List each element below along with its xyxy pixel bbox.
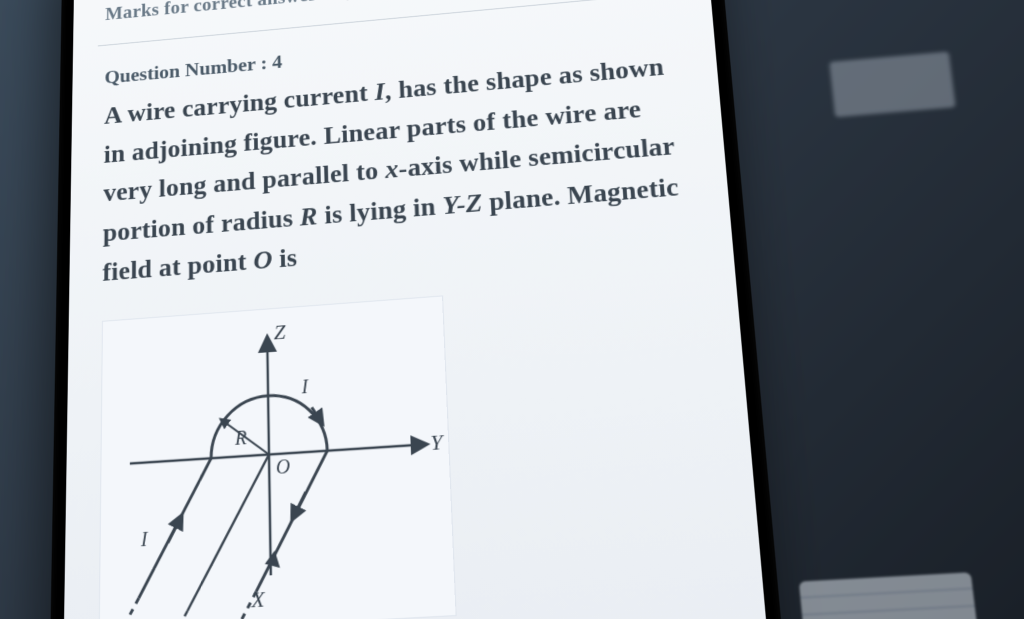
qtext-end: is [272,243,297,274]
phone-frame: Question Type . Single Choice Answer Mar… [48,0,794,619]
current-left-label: I [140,529,149,552]
qnum-label: Question Number : [104,52,267,89]
wire-figure: Y Z X O I [99,296,457,619]
correct-marks-value: 5 [332,0,342,3]
qnum-value: 4 [272,50,282,73]
quiz-screen: Question Type . Single Choice Answer Mar… [62,0,778,619]
var-R: R [300,202,318,232]
wire-svg: Y Z X O I [100,297,458,619]
figure-container: Y Z X O I [63,264,767,619]
correct-marks-label: Marks for correct answer [105,0,317,24]
current-arc-label: I [300,376,309,398]
axis-y-label: Y [430,430,445,455]
qtext-mid3: is lying in [317,191,443,230]
background-notebook [799,572,984,619]
var-O: O [253,245,273,275]
axis-x: x [385,155,399,184]
radius-label: R [234,428,247,451]
background-book [829,51,955,117]
point-O-label: O [276,456,290,479]
axis-z-label: Z [274,320,287,344]
plane-yz: Y-Z [442,188,483,220]
